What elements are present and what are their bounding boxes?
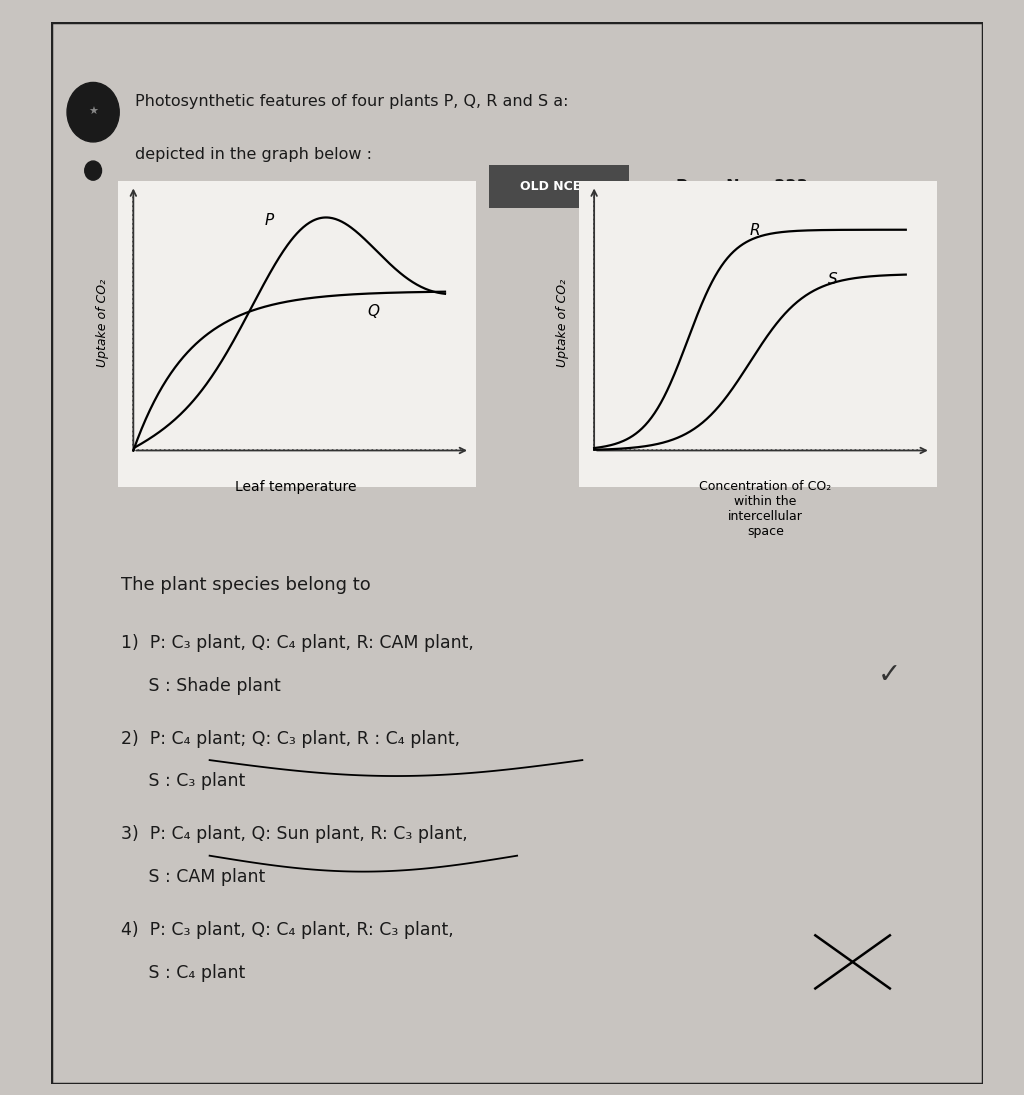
Text: S : Shade plant: S : Shade plant	[121, 677, 281, 694]
Text: R: R	[750, 222, 761, 238]
Text: Q: Q	[367, 303, 379, 319]
Text: ★: ★	[88, 107, 98, 117]
Text: The plant species belong to: The plant species belong to	[121, 576, 371, 593]
Text: Page No. : 223: Page No. : 223	[676, 180, 807, 194]
Text: Leaf temperature: Leaf temperature	[234, 480, 356, 494]
Bar	[489, 165, 629, 208]
Text: 2)  P: C₄ plant; Q: C₃ plant, R : C₄ plant,: 2) P: C₄ plant; Q: C₃ plant, R : C₄ plan…	[121, 730, 460, 748]
Circle shape	[85, 161, 101, 181]
Text: ✓: ✓	[879, 661, 901, 689]
Text: S: S	[827, 272, 838, 287]
Text: Uptake of CO₂: Uptake of CO₂	[556, 279, 569, 367]
Text: 4)  P: C₃ plant, Q: C₄ plant, R: C₃ plant,: 4) P: C₃ plant, Q: C₄ plant, R: C₃ plant…	[121, 921, 454, 940]
Text: OLD NCERT: OLD NCERT	[519, 180, 599, 193]
Text: 1)  P: C₃ plant, Q: C₄ plant, R: CAM plant,: 1) P: C₃ plant, Q: C₄ plant, R: CAM plan…	[121, 634, 474, 653]
Text: P: P	[264, 212, 273, 228]
Text: Concentration of CO₂
within the
intercellular
space: Concentration of CO₂ within the intercel…	[699, 480, 831, 538]
Text: Uptake of CO₂: Uptake of CO₂	[95, 279, 109, 367]
Circle shape	[67, 82, 119, 142]
Text: S : C₃ plant: S : C₃ plant	[121, 772, 246, 791]
Text: S : CAM plant: S : CAM plant	[121, 868, 265, 886]
Text: Photosynthetic features of four plants P, Q, R and S a:: Photosynthetic features of four plants P…	[135, 94, 568, 110]
Text: depicted in the graph below :: depicted in the graph below :	[135, 147, 372, 162]
Text: 3)  P: C₄ plant, Q: Sun plant, R: C₃ plant,: 3) P: C₄ plant, Q: Sun plant, R: C₃ plan…	[121, 826, 468, 843]
Text: S : C₄ plant: S : C₄ plant	[121, 964, 246, 981]
